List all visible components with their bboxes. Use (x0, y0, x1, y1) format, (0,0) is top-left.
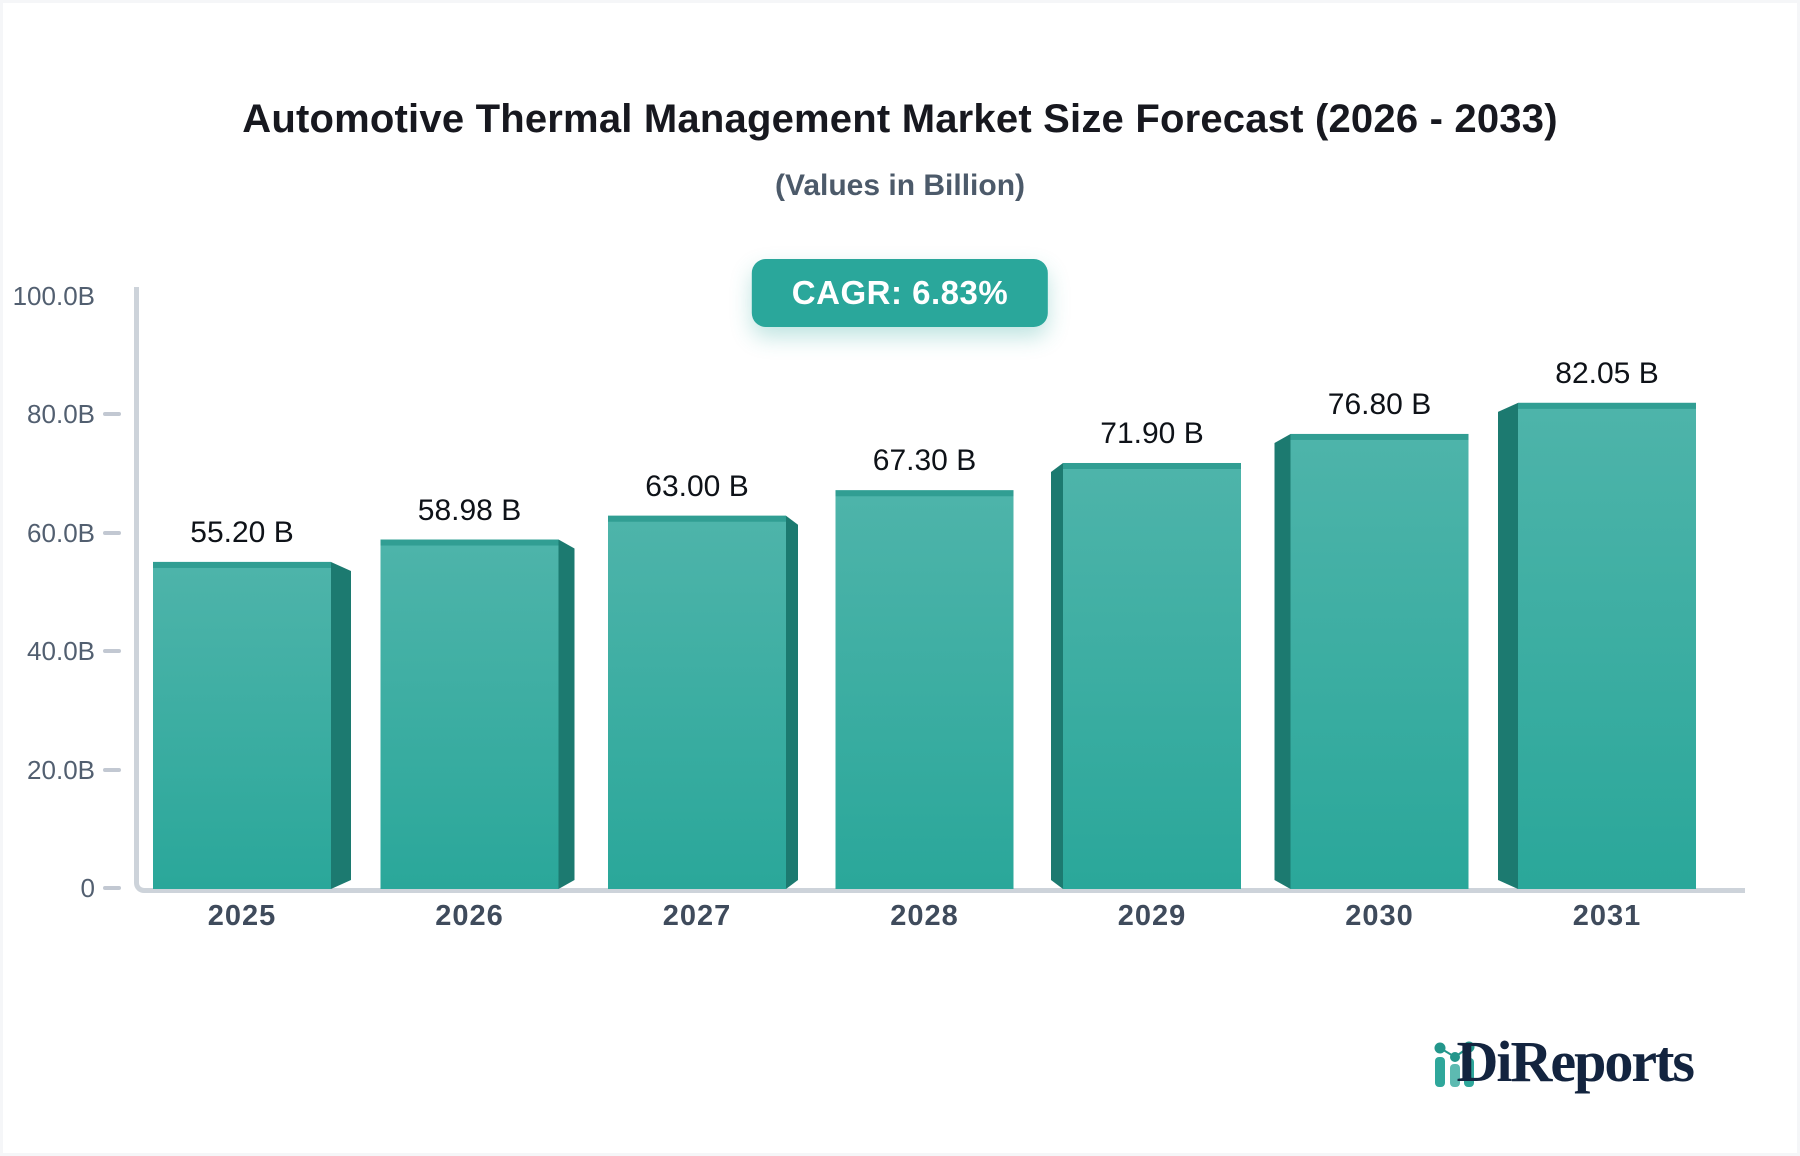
y-tick-label: 100.0B (12, 280, 95, 311)
axis-frame (134, 287, 1745, 893)
x-tick-label: 2031 (1572, 900, 1642, 932)
bar-2025 (153, 561, 351, 889)
bar-2030 (1274, 433, 1469, 889)
y-tick-mark (103, 530, 121, 535)
y-tick-label: 20.0B (27, 754, 95, 785)
bar-value-label: 67.30 B (872, 444, 977, 478)
direports-logo-icon (1434, 1041, 1475, 1087)
bar-value-label: 76.80 B (1327, 387, 1432, 421)
x-tick-label: 2030 (1345, 900, 1414, 932)
y-tick-mark (103, 649, 121, 653)
x-tick-label: 2029 (1117, 900, 1187, 932)
chart-subtitle: (Values in Billion) (774, 169, 1026, 202)
y-tick-label: 40.0B (27, 636, 95, 666)
y-tick-label: 80.0B (27, 399, 95, 429)
bar-2031 (1498, 402, 1696, 889)
y-tick-mark (103, 412, 121, 416)
bar-value-label: 82.05 B (1555, 356, 1659, 390)
y-tick-mark (103, 886, 121, 890)
cagr-badge: CAGR: 6.83% (751, 259, 1049, 327)
bar-value-label: 55.20 B (190, 515, 294, 549)
bar-2027 (608, 515, 798, 889)
y-tick-mark (103, 767, 121, 772)
bar-2029 (1051, 462, 1241, 889)
bar-value-label: 71.90 B (1100, 416, 1204, 450)
brand-name: DiReports (1456, 1029, 1695, 1094)
x-tick-label: 2028 (890, 900, 959, 932)
x-tick-label: 2026 (435, 900, 504, 932)
bars-plot (153, 402, 1696, 889)
bar-2028 (835, 490, 1014, 889)
chart-title: Automotive Thermal Management Market Siz… (242, 97, 1558, 141)
bar-2026 (380, 539, 575, 889)
bar-value-label: 63.00 B (645, 469, 749, 503)
bar-value-label: 58.98 B (417, 493, 522, 527)
x-tick-label: 2027 (662, 900, 732, 932)
x-tick-label: 2025 (207, 900, 277, 932)
y-tick-label: 60.0B (27, 517, 95, 548)
y-tick-label: 0 (80, 873, 95, 903)
